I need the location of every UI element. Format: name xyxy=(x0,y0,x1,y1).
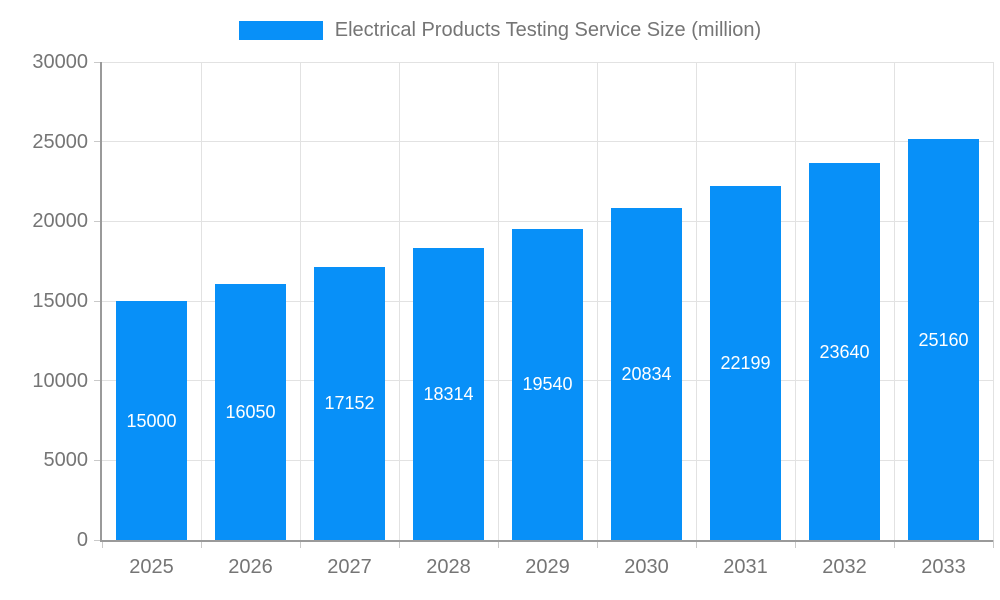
x-axis-tick-label: 2027 xyxy=(327,556,372,578)
x-axis-tick xyxy=(497,540,499,548)
x-axis-tick-label: 2031 xyxy=(723,556,768,578)
legend-swatch-icon xyxy=(238,20,323,40)
y-gridline xyxy=(102,141,993,143)
y-axis-tick-label: 30000 xyxy=(32,51,88,73)
x-axis-tick xyxy=(695,540,697,548)
x-axis-line xyxy=(100,540,993,542)
bar-2032[interactable] xyxy=(809,163,880,540)
x-axis-tick-label: 2032 xyxy=(822,556,867,578)
x-axis-tick xyxy=(596,540,598,548)
y-axis-tick-label: 5000 xyxy=(43,449,89,472)
y-axis-tick xyxy=(94,380,102,382)
y-gridline xyxy=(102,220,993,222)
x-axis-tick-label: 2033 xyxy=(921,556,966,578)
y-axis-tick xyxy=(94,61,102,63)
x-axis-tick-label: 2028 xyxy=(426,556,471,578)
x-gridline xyxy=(200,62,202,540)
x-gridline xyxy=(596,62,598,540)
x-axis-tick xyxy=(398,540,400,548)
x-axis-tick xyxy=(200,540,202,548)
y-axis-tick xyxy=(94,141,102,143)
y-axis-tick xyxy=(94,300,102,302)
x-axis-tick-label: 2029 xyxy=(525,556,570,578)
y-axis-tick-label: 20000 xyxy=(32,210,88,233)
y-axis-tick-label: 10000 xyxy=(32,369,88,392)
x-axis-tick xyxy=(794,540,796,548)
y-axis-tick-label: 0 xyxy=(76,529,88,551)
legend: Electrical Products Testing Service Size… xyxy=(0,18,1000,42)
x-gridline xyxy=(893,62,895,540)
x-axis-tick xyxy=(992,540,994,548)
y-gridline xyxy=(102,61,993,63)
x-gridline xyxy=(794,62,796,540)
bar-2026[interactable] xyxy=(215,284,286,540)
x-axis-tick xyxy=(893,540,895,548)
x-axis-tick-label: 2025 xyxy=(129,556,174,578)
y-axis-tick xyxy=(94,220,102,222)
legend-label: Electrical Products Testing Service Size… xyxy=(334,19,762,41)
x-gridline xyxy=(497,62,499,540)
bar-2031[interactable] xyxy=(710,186,781,540)
x-gridline xyxy=(695,62,697,540)
y-axis-tick-label: 15000 xyxy=(32,290,88,312)
bar-2029[interactable] xyxy=(512,228,583,540)
x-axis-tick-label: 2026 xyxy=(228,556,273,578)
bar-2030[interactable] xyxy=(611,208,682,540)
y-axis-line xyxy=(100,62,102,540)
x-axis-tick-label: 2030 xyxy=(624,556,669,578)
x-gridline xyxy=(992,62,994,540)
y-axis-tick xyxy=(94,459,102,461)
bar-2025[interactable] xyxy=(116,301,187,540)
bar-2033[interactable] xyxy=(908,139,979,540)
x-gridline xyxy=(299,62,301,540)
x-axis-tick xyxy=(299,540,301,548)
bar-2027[interactable] xyxy=(314,266,385,540)
x-gridline xyxy=(398,62,400,540)
legend-item[interactable]: Electrical Products Testing Service Size… xyxy=(238,18,762,42)
x-axis-tick xyxy=(101,540,103,548)
bar-2028[interactable] xyxy=(413,248,484,540)
y-axis-tick-label: 25000 xyxy=(32,130,88,153)
y-axis-tick xyxy=(94,539,102,541)
